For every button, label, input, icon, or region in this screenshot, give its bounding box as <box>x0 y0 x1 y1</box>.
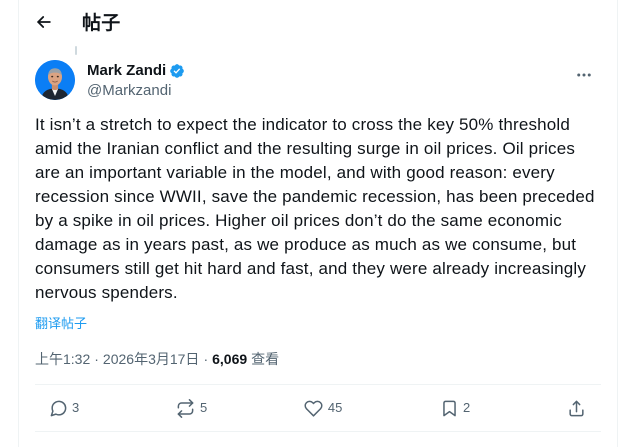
retweet-icon <box>169 391 203 425</box>
author-row: Mark Zandi @Markzandi <box>35 46 601 101</box>
comment-icon <box>41 391 75 425</box>
post-text: It isn’t a stretch to expect the indicat… <box>35 115 600 302</box>
more-horizontal-icon <box>575 66 593 89</box>
post-container: Mark Zandi @Markzandi <box>19 46 617 432</box>
column-left-border <box>18 0 19 447</box>
meta-separator-1: · <box>94 351 99 367</box>
repost-button[interactable]: 5 <box>167 391 209 425</box>
verified-badge-icon[interactable] <box>169 63 185 79</box>
views-label: 查看 <box>251 351 280 367</box>
bookmark-icon <box>432 391 466 425</box>
main-column: 帖子 <box>19 0 617 447</box>
page-header: 帖子 <box>19 0 617 48</box>
post-metadata: 上午1:32 · 2026年3月17日 · 6,069 查看 <box>35 349 601 369</box>
like-button[interactable]: 45 <box>295 391 344 425</box>
reply-button[interactable]: 3 <box>39 391 81 425</box>
post-time: 上午1:32 <box>35 351 91 367</box>
heart-icon <box>297 391 331 425</box>
arrow-left-icon <box>34 12 54 37</box>
repost-count: 5 <box>199 400 208 415</box>
avatar-image <box>35 60 75 100</box>
author-handle[interactable]: @Markzandi <box>87 82 172 99</box>
bookmark-count: 2 <box>463 400 471 415</box>
reply-count: 3 <box>72 400 80 415</box>
page-title: 帖子 <box>82 13 121 34</box>
more-options-button[interactable] <box>567 60 601 94</box>
avatar[interactable] <box>35 60 75 100</box>
meta-separator-2: · <box>203 351 209 367</box>
like-count: 45 <box>327 400 343 415</box>
author-name-line: Mark Zandi <box>87 61 185 81</box>
column-right-border <box>617 0 618 447</box>
post-date: 2026年3月17日 <box>102 351 200 367</box>
author-display-name[interactable]: Mark Zandi <box>87 62 167 79</box>
action-bar-divider <box>35 431 601 432</box>
share-icon <box>560 391 594 425</box>
metadata-divider <box>35 384 601 385</box>
thread-connector <box>75 46 77 55</box>
action-bar: 3 5 <box>35 385 601 431</box>
back-button[interactable] <box>27 7 61 41</box>
views-count: 6,069 <box>212 351 248 367</box>
translate-post-link[interactable]: 翻译帖子 <box>35 316 88 331</box>
bookmark-button[interactable]: 2 <box>430 391 472 425</box>
share-button[interactable] <box>558 391 593 425</box>
author-identity: Mark Zandi @Markzandi <box>87 60 185 101</box>
